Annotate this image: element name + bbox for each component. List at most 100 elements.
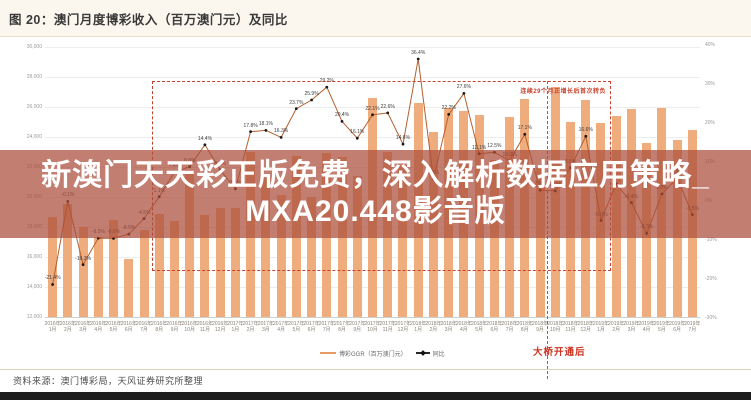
x-axis-label: 2016年 3月 [75,321,92,334]
yoy-point-label: -21.4% [44,275,61,282]
y-axis-label-right: -10% [705,237,717,243]
ggr-bar [215,208,225,317]
x-axis-label: 2016年 6月 [120,321,137,334]
y-axis-label-left: 30,000 [26,44,42,50]
x-axis-label: 2017年 12月 [394,321,412,334]
x-axis-label: 2017年 10月 [364,321,381,334]
yoy-point-label: 23.7% [289,99,304,106]
x-axis-label: 2019年 7月 [684,321,701,334]
x-axis-label: 2018年 6月 [486,321,503,334]
x-axis-label: 2016年 5月 [105,321,122,334]
ggr-bar [109,220,119,317]
yoy-point-label: 22.2% [441,105,456,112]
x-axis-label: 2017年 7月 [318,321,335,334]
yoy-point-label: 12.5% [487,143,502,150]
ggr-bar [352,176,362,317]
ggr-bar [230,208,240,317]
ggr-bar [185,169,195,317]
yoy-point-label: 14.6% [395,135,411,142]
yoy-point-label: 27.6% [456,84,471,91]
x-axis-label: 2017年 8月 [333,321,351,334]
watermark-overlay: 新澳门天天彩正版免费，深入解析数据应用策略_ MXA20.448影音版 [0,150,751,238]
yoy-point [584,134,588,138]
y-axis-label-right: 20% [705,120,716,126]
ggr-bar [535,167,545,317]
gridline [45,77,700,78]
x-axis-label: 2018年 2月 [425,321,442,334]
yoy-point [279,136,283,139]
y-axis-label-right: -20% [705,276,717,282]
x-axis-label: 2018年 8月 [516,321,533,334]
gridline [45,47,700,48]
y-axis-label-left: 28,000 [26,74,42,80]
x-axis-label: 2016年 10月 [181,321,198,334]
ggr-bar [200,215,210,317]
yoy-point-label: 14.4% [197,135,213,142]
ggr-bar [398,165,408,317]
yoy-point-label: 22.1% [365,105,380,112]
ggr-series-swatch [320,352,336,354]
yoy-series-label: 同比 [432,351,445,358]
yoy-point-label: 12.1% [472,144,487,151]
yoy-point [310,98,313,102]
ggr-bar [139,230,149,317]
x-axis-label: 2019年 2月 [608,321,625,334]
x-axis-label: 2019年 6月 [669,321,686,334]
x-axis-label: 2018年 4月 [455,321,472,334]
highlight-box-label: 连续29个月正增长后首次转负 [520,89,606,95]
ggr-bar [169,220,179,317]
y-axis-label-left: 12,000 [26,314,42,320]
yoy-point-label: 20.4% [334,112,350,119]
x-axis-label: 2018年 9月 [531,321,549,334]
x-axis-label: 2017年 6月 [303,321,320,334]
x-axis-label: 2017年 5月 [288,321,305,334]
yoy-point [294,107,298,110]
x-axis-label: 2017年 1月 [227,321,244,334]
source-text: 资料来源：澳门博彩局，天风证券研究所整理 [13,376,204,386]
yoy-point-label: 16.6% [578,127,593,134]
ggr-bar [276,194,286,317]
ggr-bar [307,197,317,317]
page-bottom-edge [0,392,751,400]
watermark-line2: MXA20.448影音版 [245,195,506,228]
chart-header: 图 20：澳门月度博彩收入（百万澳门元）及同比 [0,0,751,37]
x-axis-label: 2019年 4月 [638,321,655,334]
yoy-point-label: 16.1% [350,129,365,136]
x-axis-label: 2016年 1月 [44,321,61,334]
ggr-bar [154,214,164,317]
x-axis-label: 2017年 3月 [257,321,274,334]
y-axis-label-right: 30% [705,81,716,87]
x-axis-label: 2016年 12月 [212,321,229,334]
x-axis-label: 2018年 5月 [471,321,488,334]
yoy-point [51,283,54,286]
yoy-point-label: 25.9% [304,90,319,97]
yoy-point-label: 17.1% [517,125,532,132]
watermark-line1: 新澳门天天彩正版免费，深入解析数据应用策略_ [41,159,710,192]
yoy-point [386,111,390,115]
x-axis-label: 2018年 1月 [410,321,427,334]
yoy-point [371,113,374,117]
x-axis-label: 2017年 4月 [273,321,290,334]
yoy-point-label: 36.4% [411,50,426,57]
yoy-point-label: 16.3% [274,128,289,135]
y-axis-label-right: 40% [705,42,716,48]
ggr-bar [93,236,103,317]
gridline [45,317,700,318]
x-axis-label: 2016年 9月 [166,321,183,334]
x-axis-label: 2018年 3月 [440,321,457,334]
ggr-bar [124,258,134,317]
x-axis-label: 2018年 11月 [562,321,579,334]
y-axis-label-left: 26,000 [26,104,42,110]
yoy-point-label: 22.6% [380,103,395,110]
yoy-point [416,57,420,61]
x-axis-label: 2016年 2月 [59,321,76,334]
yoy-point-label: 17.8% [243,122,258,129]
x-axis-label: 2019年 1月 [592,321,610,334]
ggr-bar [489,159,499,317]
yoy-point [447,113,451,116]
x-axis-label: 2019年 5月 [653,321,670,334]
yoy-point-label: -16.3% [75,255,91,262]
x-axis-label: 2018年 7月 [501,321,518,334]
legend-item-ggr: 博彩GGR（百万澳门元） [320,349,407,358]
yoy-point [249,130,253,134]
